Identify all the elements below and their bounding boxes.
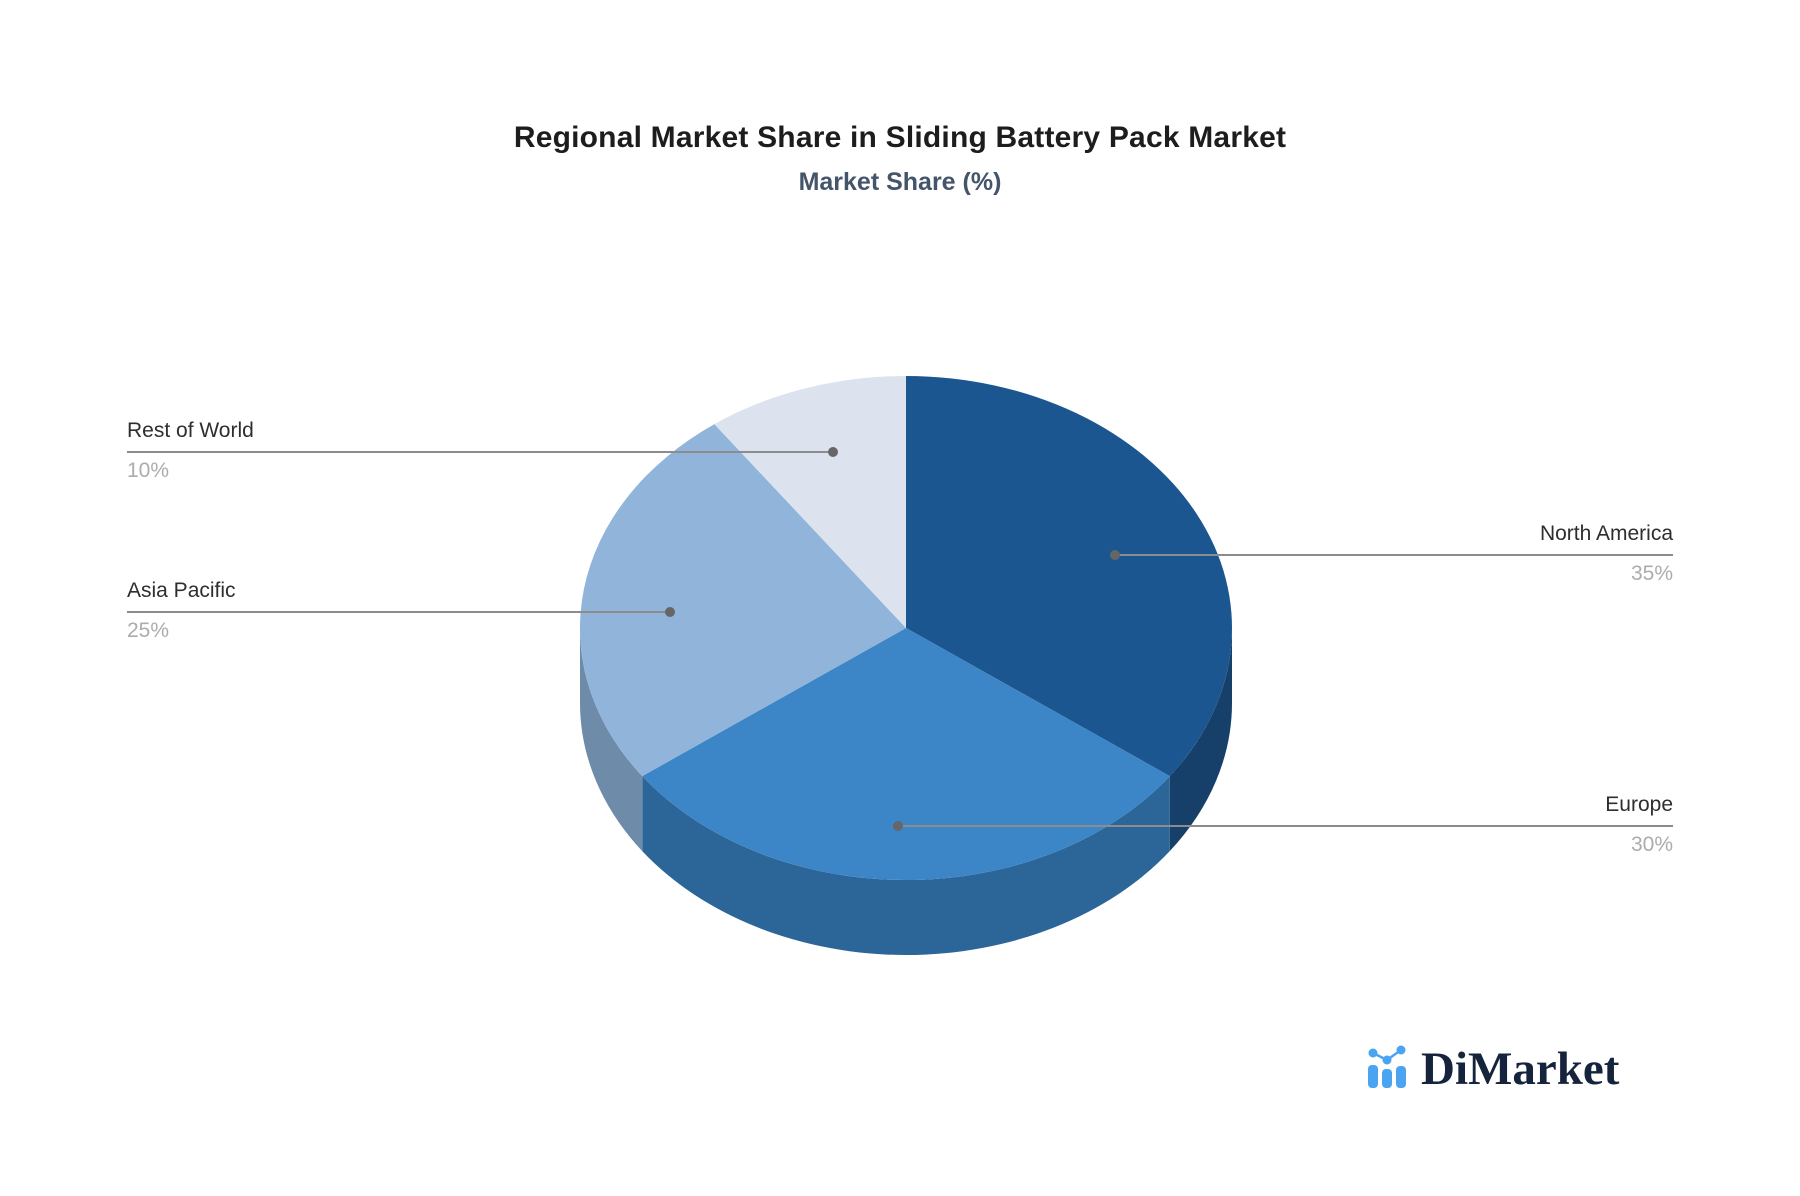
chart-subtitle: Market Share (%) <box>798 168 1002 196</box>
slice-value: 25% <box>127 619 170 642</box>
slice-label: North America <box>1539 522 1673 545</box>
logo-bar <box>1368 1065 1378 1088</box>
logo-bar <box>1396 1066 1406 1088</box>
pie-slice-north-america[interactable] <box>906 376 1232 777</box>
leader-dot-europe <box>893 821 903 831</box>
annotation-europe: Europe 30% <box>1253 794 1673 856</box>
bar-chart-trend-icon <box>1368 1045 1406 1088</box>
pie-slice-side-europe <box>642 776 1170 956</box>
annotation-rest-of-world: Rest of World 10% <box>127 420 547 482</box>
logo-trend-dot <box>1396 1045 1406 1055</box>
chart-title: Regional Market Share in Sliding Battery… <box>513 121 1287 154</box>
leader-dot-north-america <box>1110 550 1120 560</box>
annotation-asia-pacific: Asia Pacific 25% <box>127 580 547 642</box>
logo-text: DiMarket <box>1421 1043 1620 1095</box>
slice-label: Rest of World <box>127 419 254 442</box>
leader-dot-asia-pacific <box>665 607 675 617</box>
slice-value: 35% <box>1630 562 1673 585</box>
slice-value: 30% <box>1630 833 1673 856</box>
leader-dot-rest-of-world <box>828 447 838 457</box>
logo-trend-dot <box>1382 1055 1392 1065</box>
pie-slice-asia-pacific[interactable] <box>580 424 906 777</box>
annotation-north-america: North America 35% <box>1253 523 1673 585</box>
pie-slice-rest-of-world[interactable] <box>714 376 906 628</box>
slice-label: Asia Pacific <box>127 579 236 602</box>
slice-value: 10% <box>127 459 170 482</box>
slice-label: Europe <box>1605 793 1673 816</box>
pie-slice-side-north-america <box>1169 628 1232 852</box>
pie-slice-europe[interactable] <box>642 628 1170 881</box>
brand-logo: DiMarket <box>1363 1034 1619 1093</box>
pie-slice-side-asia-pacific <box>580 628 643 852</box>
logo-bar <box>1382 1069 1392 1088</box>
logo-trend-dot <box>1368 1048 1378 1058</box>
